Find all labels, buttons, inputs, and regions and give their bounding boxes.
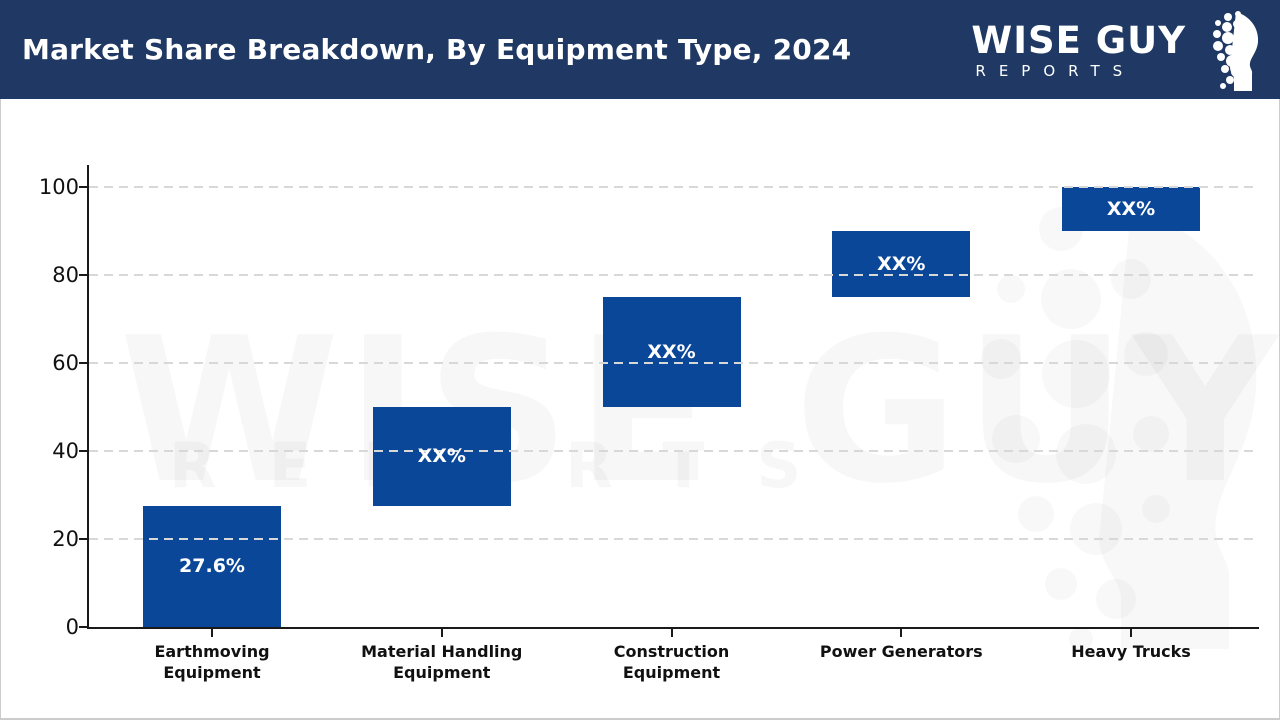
y-axis-tick [79,626,87,628]
x-axis-tick [670,629,673,637]
y-axis-tick-label: 20 [52,527,79,551]
bar-value-label: XX% [417,445,466,468]
waterfall-chart: 0 20 40 60 80 100 27.6% Earthmoving Equipment XX%… [1,99,1280,720]
category-label: Heavy Trucks [1011,641,1251,662]
bar-segment [1062,187,1200,231]
gridline [89,538,1259,540]
y-axis-tick [79,362,87,364]
y-axis-tick-label: 80 [52,263,79,287]
bar-value-label: XX% [877,253,926,275]
category-label-line: Material Handling [361,642,523,661]
bar-value-label: XX% [647,341,696,363]
bar-segment [372,407,511,506]
y-axis-tick [79,450,87,452]
y-axis-tick [79,186,87,188]
chart-canvas: WISE GUY REPORTS 02040608010027.6%Earthm… [0,99,1280,720]
y-axis-tick-label: 60 [52,351,79,375]
category-label-line: Power Generators [819,642,983,661]
category-label-line: Equipment [393,663,491,682]
gridline [89,186,1259,188]
x-axis-tick [211,629,213,637]
brand-name: WISE GUY [971,18,1186,62]
category-label: Material Handling Equipment [322,641,562,683]
y-axis-line [87,165,89,629]
bar-segment [832,231,971,297]
x-axis-tick [900,629,903,637]
y-axis-tick [79,274,87,276]
category-label-line: Construction [613,642,730,661]
category-label-line: Earthmoving [154,642,270,661]
category-label: Earthmoving Equipment [92,641,332,683]
x-axis-line [87,627,1259,629]
category-label-line: Heavy Trucks [1071,642,1191,661]
bar-value-label: 27.6% [179,555,245,578]
head-profile-icon [1213,11,1259,91]
x-axis-tick [1130,629,1132,637]
y-axis-tick-label: 0 [65,615,79,639]
category-label: Power Generators [781,641,1021,662]
y-axis-tick-label: 40 [52,439,79,463]
y-axis-tick-label: 100 [38,175,79,199]
brand-subname: REPORTS [975,61,1136,80]
category-label: Construction Equipment [552,641,792,683]
brand-logo-text: WISE GUY REPORTS [971,18,1186,80]
y-axis-tick [79,538,87,540]
category-label-line: Equipment [622,663,721,682]
x-axis-tick [440,629,443,637]
gridline [89,450,1259,452]
gridline [89,274,1259,276]
bar-value-label: XX% [1106,198,1156,220]
bar-segment [143,505,281,627]
brand-logo: WISE GUY REPORTS [971,8,1264,92]
bar-segment [602,297,741,407]
header-bar: Market Share Breakdown, By Equipment Typ… [0,0,1280,99]
gridline [89,362,1259,364]
category-label-line: Equipment [163,663,261,682]
page-title: Market Share Breakdown, By Equipment Typ… [22,33,852,66]
